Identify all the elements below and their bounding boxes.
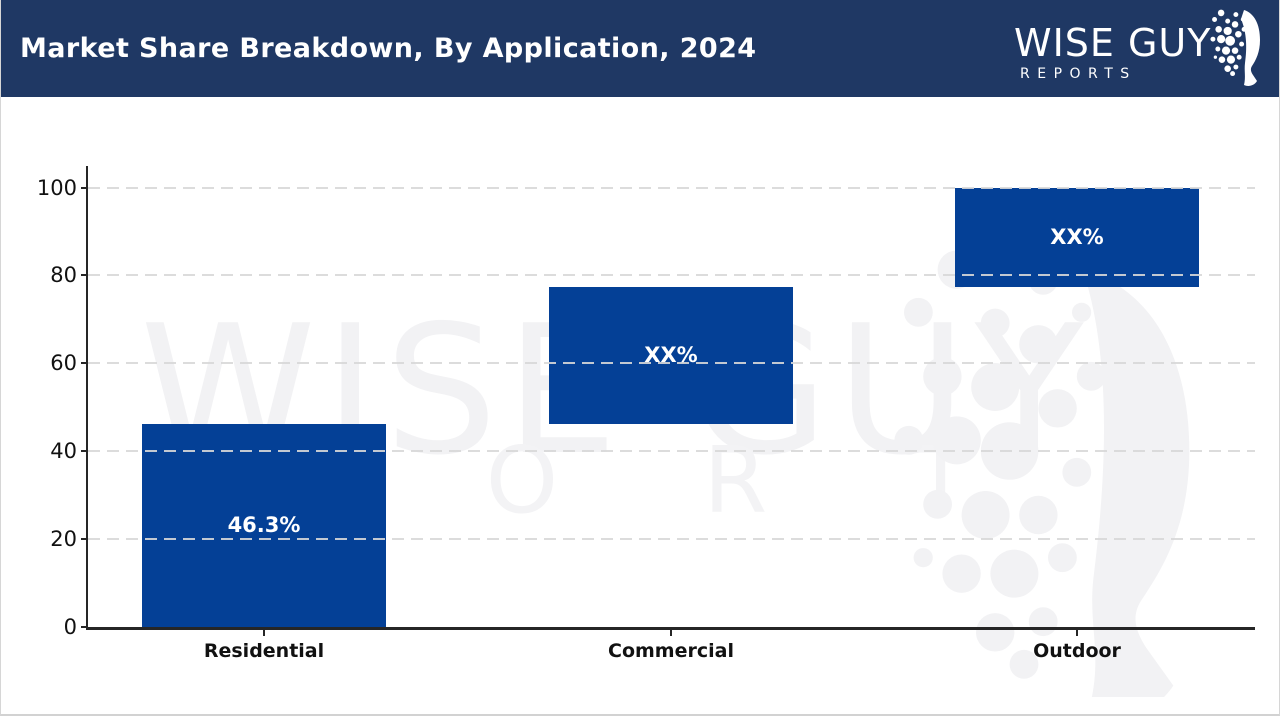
watermark-face-icon <box>894 250 1190 697</box>
wise-guy-reports-logo: WISE GUY REPORTS <box>1014 9 1260 86</box>
bar-value-label: XX% <box>1050 225 1104 250</box>
y-tick-mark <box>81 274 88 277</box>
x-axis-line <box>86 627 1255 630</box>
gridline <box>88 186 1255 189</box>
y-tick-mark <box>81 186 88 189</box>
header-bar: Market Share Breakdown, By Application, … <box>0 0 1280 97</box>
x-tick-mark <box>1076 629 1078 636</box>
dotted-face-icon <box>1210 9 1247 77</box>
y-tick-label: 100 <box>36 175 77 200</box>
x-tick-label-commercial: Commercial <box>608 640 734 662</box>
y-tick-mark <box>81 362 88 365</box>
logo-text-reports: REPORTS <box>1020 66 1137 82</box>
x-tick-label-residential: Residential <box>203 640 325 662</box>
gridline <box>88 362 1255 365</box>
x-tick-label-outdoor: Outdoor <box>1033 640 1121 662</box>
bar-commercial <box>549 287 793 424</box>
bar-residential <box>142 423 386 627</box>
gridline <box>88 538 1255 541</box>
x-tick-mark <box>263 629 265 636</box>
face-profile-icon <box>1241 10 1260 86</box>
y-tick-mark <box>81 626 88 628</box>
y-tick-label: 80 <box>50 263 77 288</box>
bar-value-label: 46.3% <box>227 513 301 538</box>
bar-outdoor <box>955 187 1199 288</box>
y-tick-mark <box>81 450 88 453</box>
y-axis-line <box>86 165 88 629</box>
bar-value-label: XX% <box>644 343 698 368</box>
gridline <box>88 450 1255 453</box>
y-tick-label: 60 <box>50 351 77 376</box>
y-tick-label: 20 <box>50 527 77 552</box>
x-tick-mark <box>670 629 672 636</box>
waterfall-chart: WISE GUY P O R T S 0 20 40 60 80 100 46.3% Resi… <box>0 97 1280 716</box>
page-title: Market Share Breakdown, By Application, … <box>20 33 757 64</box>
y-tick-label: 0 <box>63 615 77 639</box>
gridline <box>88 274 1255 277</box>
y-tick-label: 40 <box>50 439 77 464</box>
y-tick-mark <box>81 538 88 541</box>
logo-text-wise-guy: WISE GUY <box>1014 21 1211 65</box>
